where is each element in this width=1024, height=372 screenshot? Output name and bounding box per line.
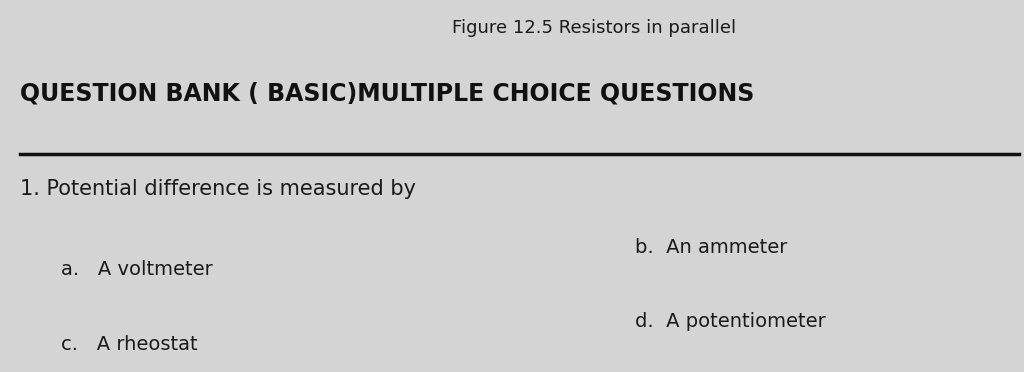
Text: QUESTION BANK ( BASIC)MULTIPLE CHOICE QUESTIONS: QUESTION BANK ( BASIC)MULTIPLE CHOICE QU… (20, 82, 755, 106)
Text: d.  A potentiometer: d. A potentiometer (635, 312, 825, 331)
Text: a.   A voltmeter: a. A voltmeter (61, 260, 213, 279)
Text: b.  An ammeter: b. An ammeter (635, 238, 787, 257)
Text: c.   A rheostat: c. A rheostat (61, 335, 198, 354)
Text: 1. Potential difference is measured by: 1. Potential difference is measured by (20, 179, 417, 199)
Text: Figure 12.5 Resistors in parallel: Figure 12.5 Resistors in parallel (452, 19, 736, 36)
